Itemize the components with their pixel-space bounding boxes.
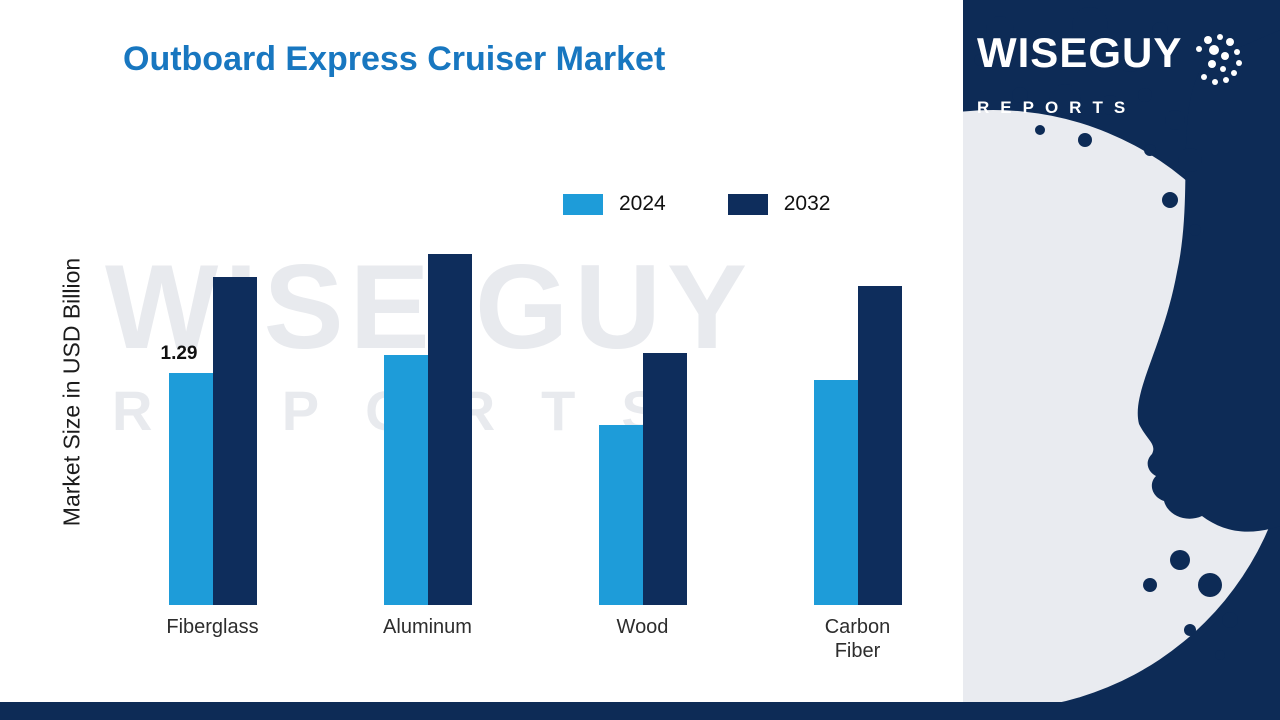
y-axis-label: Market Size in USD Billion: [58, 257, 85, 527]
bar-fiberglass-2032: [212, 277, 257, 605]
legend-item-2024: 2024: [563, 192, 666, 216]
bar-wrap: [813, 245, 858, 605]
legend-label-2024: 2024: [619, 192, 666, 215]
chart-legend: 2024 2032: [563, 192, 830, 216]
bar-wrap: [427, 245, 472, 605]
page-title: Outboard Express Cruiser Market: [123, 40, 666, 78]
bar-wrap: [598, 245, 643, 605]
brand-logo-head-icon: [1196, 34, 1243, 85]
bar-fiberglass-2024: [168, 373, 213, 605]
brand-logo-wordmark: WISEGUY: [977, 29, 1183, 76]
category-label-wood: Wood: [616, 616, 669, 638]
bar-carbon-fiber-2032: [857, 286, 902, 605]
brand-logo: WISEGUY: [977, 32, 1246, 118]
bar-wrap: 1.29: [161, 245, 213, 605]
bar-wood-2032: [642, 353, 687, 605]
bars-row: [813, 245, 902, 605]
bar-carbon-fiber-2024: [813, 380, 858, 605]
legend-swatch-2032: [727, 193, 768, 215]
dotted-head-illustration: [974, 7, 1280, 660]
bar-chart: 1.29 Fiberglass Aluminum Wood Carbon Fiber: [105, 245, 965, 663]
brand-panel: WISEGUY: [963, 0, 1280, 720]
bar-group-wood: Wood: [535, 245, 750, 663]
category-label-carbon-fiber: Carbon Fiber: [824, 616, 891, 662]
brand-logo-subtitle: REPORTS: [977, 98, 1137, 117]
watermark-text-line1: WISE GUY: [105, 240, 754, 374]
bar-aluminum-2032: [427, 254, 472, 605]
bar-group-carbon-fiber: Carbon Fiber: [750, 245, 965, 663]
legend-swatch-2024: [563, 193, 603, 215]
bar-value-label: 1.29: [160, 343, 198, 364]
bottom-accent-bar: [0, 702, 1280, 720]
legend-item-2032: 2032: [727, 192, 831, 216]
bars-row: 1.29: [161, 245, 257, 605]
bar-wrap: [857, 245, 902, 605]
category-label-fiberglass: Fiberglass: [166, 616, 259, 638]
legend-label-2032: 2032: [783, 192, 831, 215]
category-label-aluminum: Aluminum: [383, 616, 472, 638]
bar-group-aluminum: Aluminum: [320, 245, 535, 663]
bar-wrap: [383, 245, 428, 605]
bar-wood-2024: [598, 425, 643, 605]
bar-group-fiberglass: 1.29 Fiberglass: [105, 245, 320, 663]
bar-wrap: [212, 245, 257, 605]
bars-row: [383, 245, 472, 605]
bar-wrap: [642, 245, 687, 605]
bar-aluminum-2024: [383, 355, 428, 605]
bars-row: [598, 245, 687, 605]
